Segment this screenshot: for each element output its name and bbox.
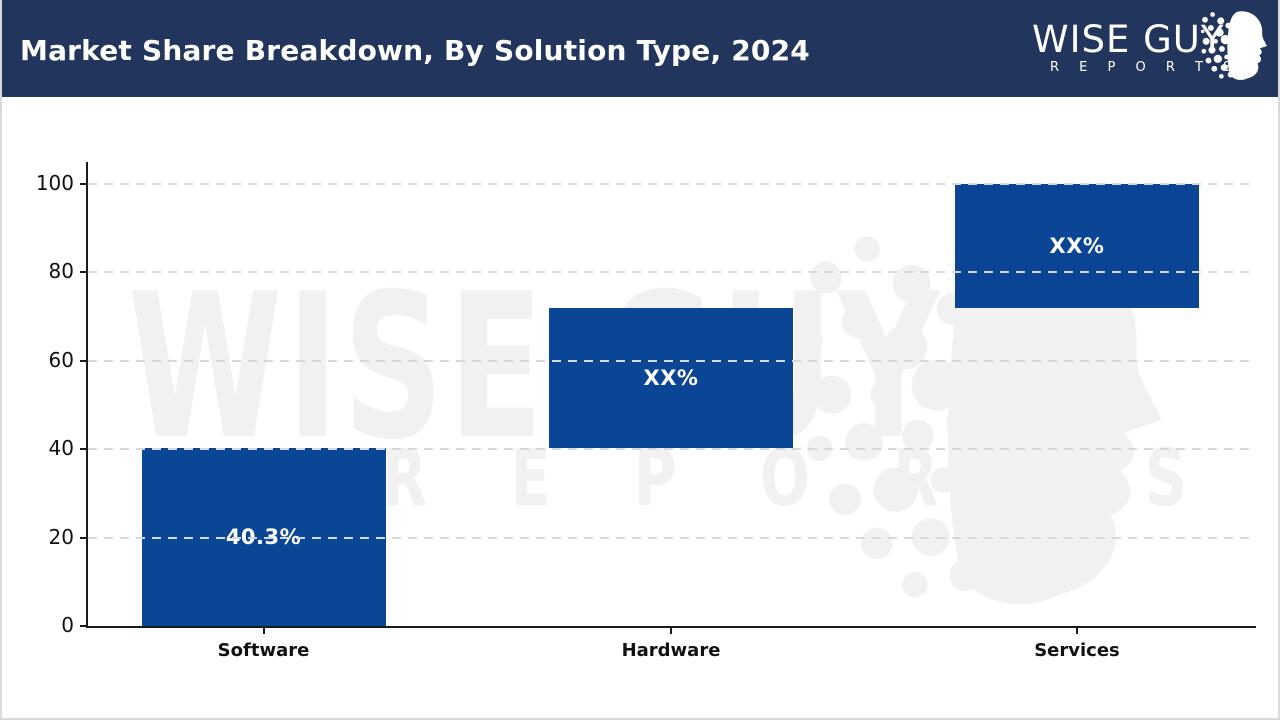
y-tick-mark (80, 448, 88, 451)
logo-wiseguy-text: WISE GUY (1032, 18, 1225, 61)
y-tick-label: 20 (48, 524, 74, 549)
gridline (88, 359, 1256, 362)
header-bar: Market Share Breakdown, By Solution Type… (0, 0, 1280, 97)
bar-value-label: XX% (643, 365, 699, 390)
y-tick-mark (80, 625, 88, 627)
x-axis-line (86, 626, 1256, 628)
bar-value-label: XX% (1049, 233, 1105, 258)
bar: XX% (549, 307, 793, 448)
y-axis-line (86, 162, 88, 626)
gridline (88, 536, 1256, 539)
page-title: Market Share Breakdown, By Solution Type… (20, 34, 810, 67)
bar: XX% (955, 184, 1199, 308)
y-tick-mark (80, 271, 88, 274)
x-tick-mark (262, 626, 265, 634)
logo-reports-text: R E P O R T S (1050, 60, 1240, 75)
y-tick-label: 40 (48, 436, 74, 461)
x-tick-mark (670, 626, 672, 634)
y-tick-label: 60 (48, 347, 74, 372)
y-tick-mark (80, 183, 88, 185)
y-tick-mark (80, 359, 88, 362)
y-tick-label: 80 (48, 259, 74, 284)
x-tick-label: Software (217, 640, 310, 661)
x-tick-label: Services (1034, 640, 1120, 661)
gridline (88, 271, 1256, 274)
gridline (88, 448, 1256, 451)
y-tick-label: 0 (61, 613, 74, 637)
gridline (88, 183, 1256, 185)
x-tick-label: Hardware (621, 640, 721, 661)
y-tick-label: 100 (35, 171, 74, 195)
y-tick-mark (80, 536, 88, 539)
watermark-wiseguy-text: WISE GUY (128, 251, 944, 484)
wiseguy-face-logo-icon (1200, 11, 1267, 80)
x-tick-mark (1076, 626, 1078, 634)
